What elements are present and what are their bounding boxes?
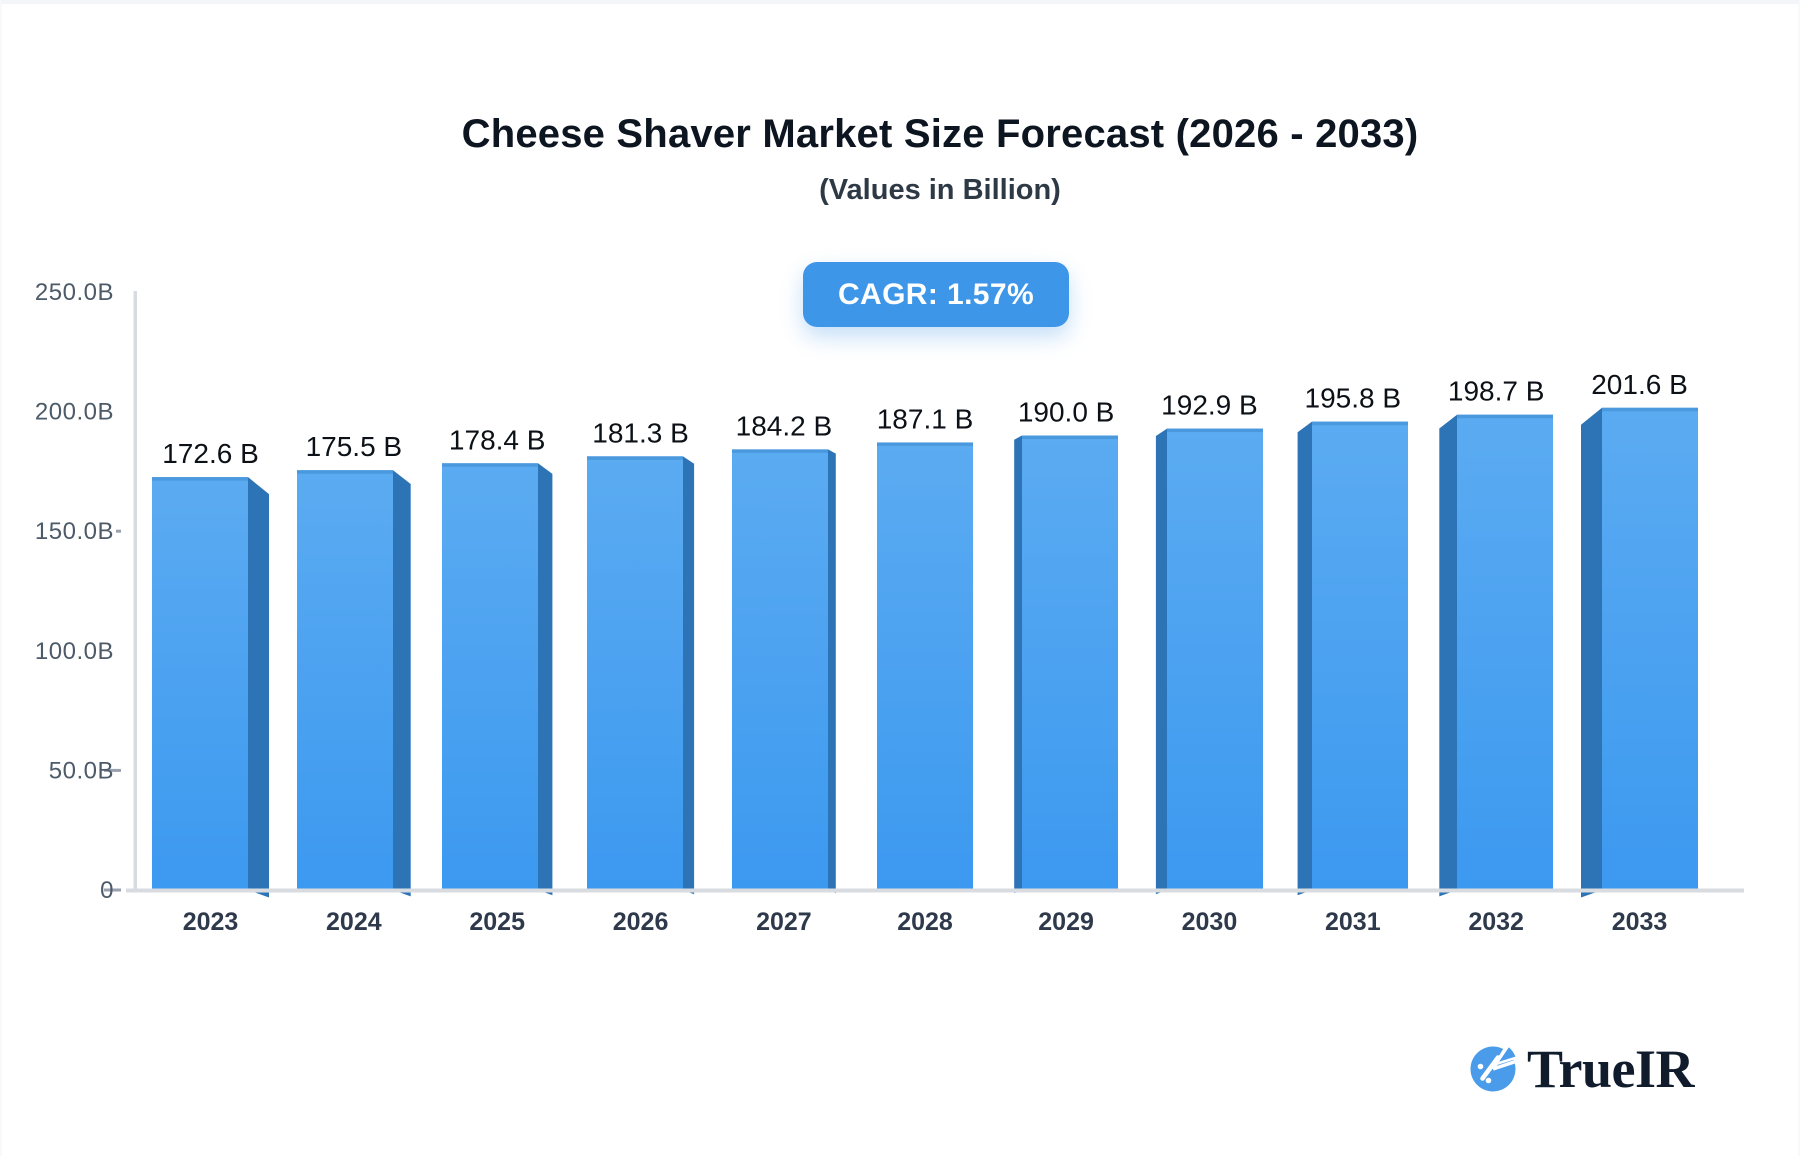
bars-layer — [152, 407, 1698, 898]
bar — [1457, 414, 1553, 890]
bar — [1602, 407, 1698, 890]
bar-value-label: 201.6 B — [1591, 369, 1688, 400]
y-tick-label: 50.0B — [49, 757, 114, 784]
pie-percent-icon — [1470, 1045, 1517, 1092]
bar-top-edge — [1602, 407, 1698, 412]
bar-top-edge — [1312, 421, 1408, 426]
bar — [152, 477, 248, 890]
y-tick-mark — [116, 529, 121, 533]
bar-top-edge — [152, 477, 248, 481]
bar-value-label: 190.0 B — [1018, 397, 1115, 428]
bar-top-edge — [1022, 435, 1118, 440]
x-tick-label: 2033 — [1612, 908, 1668, 936]
bar-value-label: 195.8 B — [1305, 383, 1402, 414]
x-tick-label: 2028 — [897, 908, 953, 936]
y-tick-label: 0 — [100, 877, 114, 904]
x-axis-line — [126, 888, 1744, 893]
bar-value-label: 187.1 B — [877, 403, 974, 434]
bar-side-face — [828, 449, 836, 894]
bar — [442, 463, 538, 890]
y-tick-label: 100.0B — [35, 638, 114, 665]
brand-name: TrueIR — [1527, 1039, 1695, 1099]
x-tick-label: 2029 — [1038, 908, 1094, 936]
bar — [587, 456, 683, 890]
y-axis-line — [133, 291, 137, 892]
bar-side-face — [1014, 435, 1022, 894]
y-tick-mark — [104, 768, 121, 772]
bar-top-edge — [297, 470, 393, 474]
bar-value-label: 198.7 B — [1448, 376, 1545, 407]
bar — [1022, 435, 1118, 890]
bar-value-label: 181.3 B — [592, 417, 689, 448]
y-tick-label: 200.0B — [35, 399, 114, 426]
cagr-badge: CAGR: 1.57% — [803, 262, 1069, 327]
bar — [732, 449, 828, 890]
x-tick-label: 2031 — [1325, 908, 1381, 936]
bar-chart: 172.6 B 2023 175.5 B 2024 178.4 B 2025 181.3 B… — [35, 279, 1744, 936]
labels-layer: 172.6 B 2023 175.5 B 2024 178.4 B 2025 181.3 B… — [35, 279, 1688, 936]
bar-side-face — [538, 463, 553, 896]
bar-top-edge — [1457, 414, 1553, 419]
chart-subtitle: (Values in Billion) — [819, 174, 1061, 206]
bar — [877, 442, 973, 890]
bar-value-label: 172.6 B — [162, 438, 259, 469]
bar-top-edge — [442, 463, 538, 467]
bar-top-edge — [1167, 428, 1263, 433]
bar-top-edge — [732, 449, 828, 453]
y-tick-label: 150.0B — [35, 518, 114, 545]
x-tick-label: 2026 — [613, 908, 669, 936]
y-tick-mark — [104, 888, 121, 892]
bar — [1312, 421, 1408, 890]
x-tick-label: 2024 — [326, 908, 382, 936]
bar-side-face — [1581, 407, 1602, 898]
bar-side-face — [248, 477, 269, 898]
brand-logo: TrueIR — [1469, 1038, 1695, 1100]
x-tick-label: 2030 — [1182, 908, 1238, 936]
bar — [1167, 428, 1263, 890]
bar-side-face — [1439, 414, 1457, 897]
bar-side-face — [1155, 428, 1167, 895]
y-tick-label: 250.0B — [35, 279, 114, 306]
bar — [297, 470, 393, 890]
chart-title: Cheese Shaver Market Size Forecast (2026… — [461, 112, 1419, 156]
bar-side-face — [683, 456, 695, 895]
bar-top-edge — [587, 456, 683, 460]
x-tick-label: 2023 — [183, 908, 239, 936]
bar-value-label: 192.9 B — [1161, 390, 1258, 421]
bar-top-edge — [877, 442, 973, 446]
x-tick-label: 2025 — [469, 908, 525, 936]
bar-value-label: 178.4 B — [449, 424, 546, 455]
bar-side-face — [393, 470, 411, 897]
bar-side-face — [1297, 421, 1312, 896]
bar-value-label: 184.2 B — [736, 410, 833, 441]
x-tick-label: 2027 — [756, 908, 812, 936]
bar-value-label: 175.5 B — [306, 431, 403, 462]
x-tick-label: 2032 — [1468, 908, 1524, 936]
axis-layer — [104, 291, 1744, 893]
